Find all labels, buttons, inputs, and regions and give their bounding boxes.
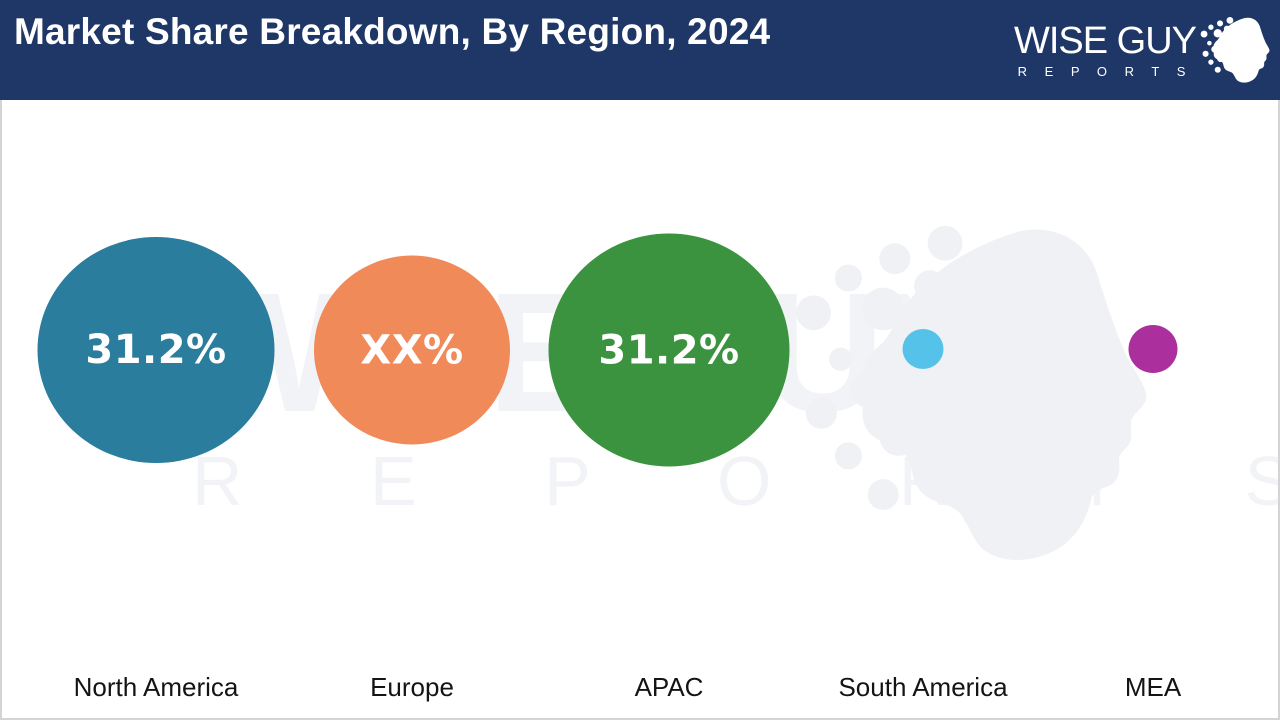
header-bar: Market Share Breakdown, By Region, 2024 …: [0, 0, 1280, 100]
bubble-mea: [1128, 325, 1178, 373]
bubble-value-apac: 31.2%: [598, 327, 740, 373]
category-label-europe: Europe: [370, 672, 454, 702]
logo-subtitle: R E P O R T S: [1017, 63, 1193, 79]
watermark-face-icon: [796, 225, 1147, 560]
logo-name: WISE GUY: [1013, 19, 1197, 62]
chart-area: WISE GUY R E P O R T S 31.2% XX% 31.2% N…: [0, 100, 1280, 720]
bubble-europe: XX%: [314, 255, 510, 445]
bubble-south-america: [902, 329, 944, 369]
bubble-value-north-america: 31.2%: [85, 327, 227, 373]
category-label-north-america: North America: [73, 672, 239, 702]
page-title: Market Share Breakdown, By Region, 2024: [14, 11, 771, 52]
category-label-mea: MEA: [1124, 672, 1182, 702]
face-logo-icon: [1198, 6, 1274, 94]
wiseguy-logo: WISE GUY R E P O R T S: [1014, 0, 1274, 100]
category-label-south-america: South America: [838, 672, 1008, 702]
category-label-apac: APAC: [634, 672, 704, 702]
bubble-north-america: 31.2%: [37, 237, 275, 463]
bubble-value-europe: XX%: [360, 327, 464, 373]
logo-text: WISE GUY R E P O R T S: [1013, 19, 1197, 79]
bubble-apac: 31.2%: [548, 233, 790, 467]
